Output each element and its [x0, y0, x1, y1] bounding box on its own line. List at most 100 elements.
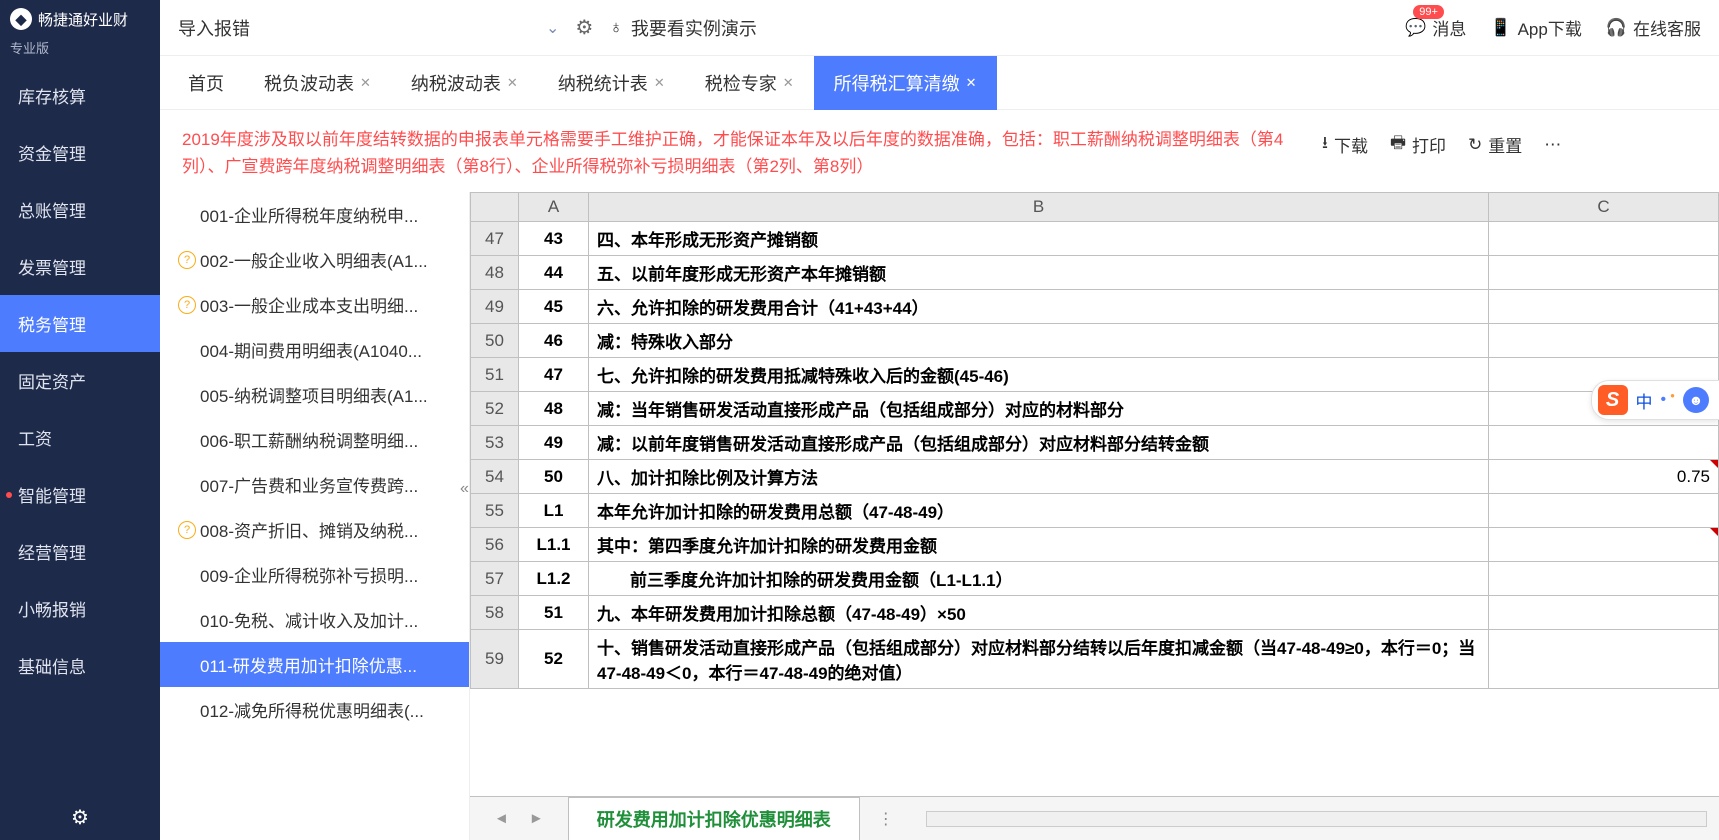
- form-item-9[interactable]: 010-免税、减计收入及加计...: [160, 597, 469, 642]
- cell-a[interactable]: 47: [519, 358, 589, 392]
- cell-b[interactable]: 十、销售研发活动直接形成产品（包括组成部分）对应材料部分结转以后年度扣减金额（当…: [589, 630, 1489, 689]
- grid-scroll[interactable]: A B C 4743四、本年形成无形资产摊销额4844五、以前年度形成无形资产本…: [470, 192, 1719, 796]
- cell-a[interactable]: 51: [519, 596, 589, 630]
- sheet-next-icon[interactable]: ►: [529, 810, 544, 827]
- grid-corner[interactable]: [471, 193, 519, 222]
- col-header-b[interactable]: B: [589, 193, 1489, 222]
- settings-gear-icon[interactable]: ⚙: [0, 795, 160, 840]
- form-item-0[interactable]: 001-企业所得税年度纳税申...: [160, 192, 469, 237]
- cell-c[interactable]: 0.75: [1489, 460, 1719, 494]
- form-item-8[interactable]: 009-企业所得税弥补亏损明...: [160, 552, 469, 597]
- cell-b[interactable]: 六、允许扣除的研发费用合计（41+43+44）: [589, 290, 1489, 324]
- cell-c[interactable]: [1489, 324, 1719, 358]
- row-number[interactable]: 59: [471, 630, 519, 689]
- cell-a[interactable]: 49: [519, 426, 589, 460]
- form-item-10[interactable]: 011-研发费用加计扣除优惠...: [160, 642, 469, 687]
- cell-b[interactable]: 其中：第四季度允许加计扣除的研发费用金额: [589, 528, 1489, 562]
- print-button[interactable]: 🖶 打印: [1390, 130, 1446, 159]
- cell-c[interactable]: [1489, 256, 1719, 290]
- cell-a[interactable]: L1.2: [519, 562, 589, 596]
- cell-a[interactable]: 45: [519, 290, 589, 324]
- cell-c[interactable]: [1489, 222, 1719, 256]
- form-item-11[interactable]: 012-减免所得税优惠明细表(...: [160, 687, 469, 732]
- sheet-tab-active[interactable]: 研发费用加计扣除优惠明细表: [568, 797, 860, 840]
- cell-a[interactable]: 50: [519, 460, 589, 494]
- more-button[interactable]: ⋯: [1544, 135, 1561, 155]
- row-number[interactable]: 55: [471, 494, 519, 528]
- form-item-6[interactable]: 007-广告费和业务宣传费跨...: [160, 462, 469, 507]
- nav-item-8[interactable]: 经营管理: [0, 523, 160, 580]
- cell-c[interactable]: [1489, 528, 1719, 562]
- form-item-3[interactable]: 004-期间费用明细表(A1040...: [160, 327, 469, 372]
- row-number[interactable]: 50: [471, 324, 519, 358]
- tab-4[interactable]: 税检专家✕: [685, 56, 814, 110]
- form-item-1[interactable]: 002-一般企业收入明细表(A1...: [160, 237, 469, 282]
- form-item-7[interactable]: 008-资产折旧、摊销及纳税...: [160, 507, 469, 552]
- cell-a[interactable]: 52: [519, 630, 589, 689]
- online-cs-button[interactable]: 🎧 在线客服: [1606, 15, 1701, 40]
- row-number[interactable]: 56: [471, 528, 519, 562]
- sheet-prev-icon[interactable]: ◄: [494, 810, 509, 827]
- cell-b[interactable]: 五、以前年度形成无形资产本年摊销额: [589, 256, 1489, 290]
- reset-button[interactable]: ↻ 重置: [1468, 132, 1522, 157]
- tab-1[interactable]: 税负波动表✕: [244, 56, 391, 110]
- tab-3[interactable]: 纳税统计表✕: [538, 56, 685, 110]
- cell-a[interactable]: 48: [519, 392, 589, 426]
- chevron-down-icon[interactable]: ⌄: [546, 18, 559, 38]
- cell-c[interactable]: [1489, 562, 1719, 596]
- cell-b[interactable]: 减：特殊收入部分: [589, 324, 1489, 358]
- cell-b[interactable]: 四、本年形成无形资产摊销额: [589, 222, 1489, 256]
- nav-item-6[interactable]: 工资: [0, 409, 160, 466]
- cell-a[interactable]: 43: [519, 222, 589, 256]
- demo-link[interactable]: ♁ 我要看实例演示: [609, 15, 757, 41]
- cell-b[interactable]: 减：以前年度销售研发活动直接形成产品（包括组成部分）对应材料部分结转金额: [589, 426, 1489, 460]
- form-item-5[interactable]: 006-职工薪酬纳税调整明细...: [160, 417, 469, 462]
- cell-b[interactable]: 七、允许扣除的研发费用抵减特殊收入后的金额(45-46): [589, 358, 1489, 392]
- row-number[interactable]: 54: [471, 460, 519, 494]
- close-icon[interactable]: ✕: [360, 75, 371, 91]
- row-number[interactable]: 51: [471, 358, 519, 392]
- tab-0[interactable]: 首页: [168, 56, 244, 110]
- cell-c[interactable]: [1489, 426, 1719, 460]
- row-number[interactable]: 49: [471, 290, 519, 324]
- cell-c[interactable]: [1489, 596, 1719, 630]
- col-header-c[interactable]: C: [1489, 193, 1719, 222]
- cell-b[interactable]: 八、加计扣除比例及计算方法: [589, 460, 1489, 494]
- row-number[interactable]: 52: [471, 392, 519, 426]
- cell-c[interactable]: [1489, 290, 1719, 324]
- cell-b[interactable]: 前三季度允许加计扣除的研发费用金额（L1-L1.1）: [589, 562, 1489, 596]
- cell-c[interactable]: [1489, 494, 1719, 528]
- app-download-button[interactable]: 📱 App下载: [1490, 15, 1581, 40]
- row-number[interactable]: 47: [471, 222, 519, 256]
- row-number[interactable]: 48: [471, 256, 519, 290]
- nav-item-3[interactable]: 发票管理: [0, 238, 160, 295]
- tab-5[interactable]: 所得税汇算清缴✕: [814, 56, 997, 110]
- cell-c[interactable]: [1489, 630, 1719, 689]
- close-icon[interactable]: ✕: [783, 75, 794, 91]
- row-number[interactable]: 58: [471, 596, 519, 630]
- form-item-2[interactable]: 003-一般企业成本支出明细...: [160, 282, 469, 327]
- form-item-4[interactable]: 005-纳税调整项目明细表(A1...: [160, 372, 469, 417]
- gear-icon[interactable]: ⚙: [575, 15, 593, 40]
- sheet-more-icon[interactable]: ⋮: [860, 809, 914, 829]
- cell-a[interactable]: 44: [519, 256, 589, 290]
- nav-item-10[interactable]: 基础信息: [0, 637, 160, 694]
- cell-a[interactable]: L1: [519, 494, 589, 528]
- nav-item-9[interactable]: 小畅报销: [0, 580, 160, 637]
- cell-a[interactable]: L1.1: [519, 528, 589, 562]
- import-label[interactable]: 导入报错: [178, 15, 530, 41]
- cell-b[interactable]: 本年允许加计扣除的研发费用总额（47-48-49）: [589, 494, 1489, 528]
- nav-item-4[interactable]: 税务管理: [0, 295, 160, 352]
- cell-a[interactable]: 46: [519, 324, 589, 358]
- nav-item-7[interactable]: 智能管理: [0, 466, 160, 523]
- nav-item-1[interactable]: 资金管理: [0, 124, 160, 181]
- row-number[interactable]: 53: [471, 426, 519, 460]
- col-header-a[interactable]: A: [519, 193, 589, 222]
- horizontal-scrollbar[interactable]: [926, 811, 1707, 827]
- cell-b[interactable]: 减：当年销售研发活动直接形成产品（包括组成部分）对应的材料部分: [589, 392, 1489, 426]
- cell-b[interactable]: 九、本年研发费用加计扣除总额（47-48-49）×50: [589, 596, 1489, 630]
- nav-item-5[interactable]: 固定资产: [0, 352, 160, 409]
- nav-item-0[interactable]: 库存核算: [0, 67, 160, 124]
- download-button[interactable]: ⭳ 下载: [1322, 130, 1368, 159]
- message-button[interactable]: 99+ 💬 消息: [1405, 15, 1466, 40]
